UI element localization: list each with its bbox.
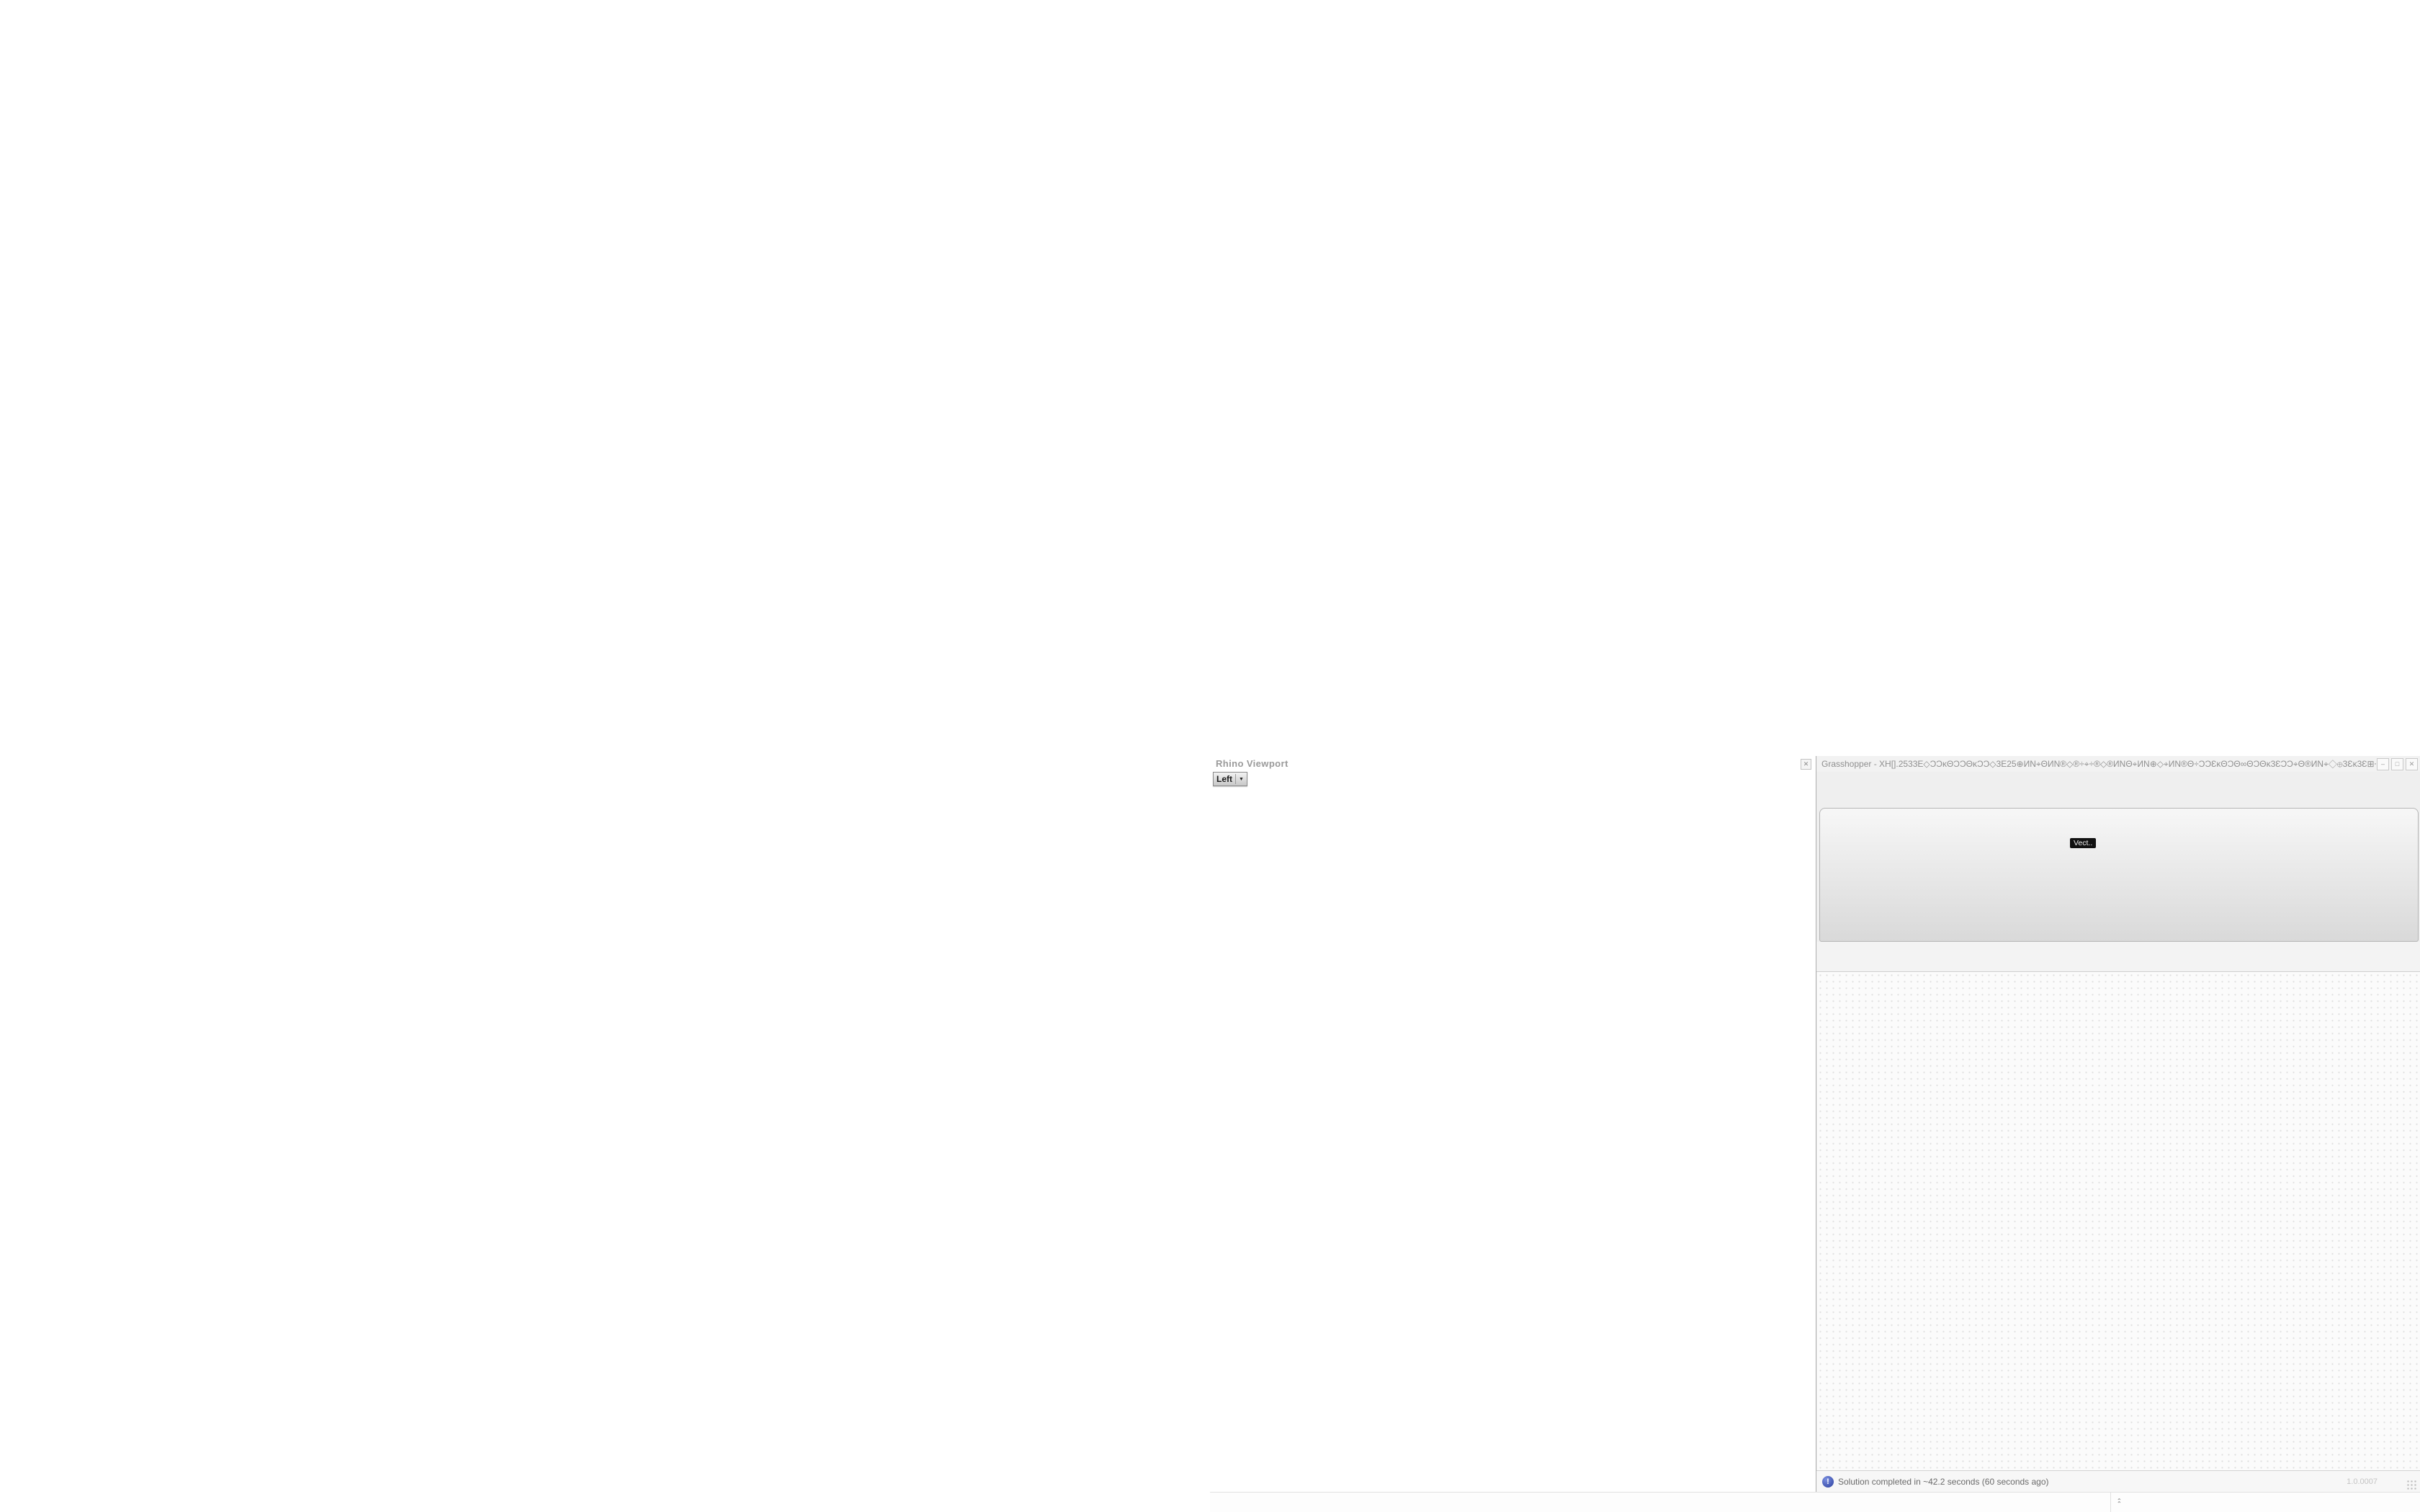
quadrant-top-left xyxy=(0,0,1210,756)
version-label: 1.0.0007 xyxy=(2347,1477,2378,1486)
solution-status-text: Solution completed in ~42.2 seconds (60 … xyxy=(1838,1477,2049,1487)
gh-title-bar[interactable]: Grasshopper - XH[].2533E◇ƆƆĸΘƆƆΘĸƆƆ◇3E25… xyxy=(1816,756,2420,772)
gh-window-title: Grasshopper - XH[].2533E◇ƆƆĸΘƆƆΘĸƆƆ◇3E25… xyxy=(1821,759,2376,769)
viewport-title: Rhino Viewport xyxy=(1216,758,1289,769)
maximize-button[interactable]: □ xyxy=(2391,758,2403,770)
taskbar: ⌃ ⌃ xyxy=(1210,1492,2420,1512)
rhino-viewport-window: Rhino Viewport ✕ Left ▼ xyxy=(1210,756,1816,1492)
viewport-tab-left[interactable]: Left ▼ xyxy=(1213,772,1247,786)
quadrant-bottom-left xyxy=(0,756,1210,1512)
grasshopper-window: Grasshopper - XH[].2533E◇ƆƆĸΘƆƆΘĸƆƆ◇3E25… xyxy=(1816,756,2420,1493)
component-ribbon xyxy=(1819,808,2419,942)
solution-info-icon: ! xyxy=(1822,1476,1834,1488)
wire-layer xyxy=(1817,972,2420,1470)
viewport-tab-label: Left xyxy=(1216,774,1236,784)
vector-panel-label: Vect.. xyxy=(2070,838,2097,848)
fractal-geometry-render xyxy=(1211,825,1814,1427)
quadrant-bottom-right: Rhino Viewport ✕ Left ▼ Grasshopper - XH… xyxy=(1210,756,2420,1512)
viewport-close-button[interactable]: ✕ xyxy=(1801,759,1811,770)
window-buttons: – □ ✕ xyxy=(2377,758,2418,770)
chevron-down-icon: ▼ xyxy=(1239,776,1244,782)
collapse-chevrons-icon[interactable]: ⌃ ⌃ xyxy=(2117,1498,2122,1507)
resize-grip[interactable] xyxy=(2406,1480,2416,1490)
node-canvas[interactable] xyxy=(1817,972,2420,1470)
system-stats-widget: ⌃ ⌃ xyxy=(2110,1493,2420,1512)
status-bar: ! Solution completed in ~42.2 seconds (6… xyxy=(1816,1470,2420,1493)
viewport-canvas[interactable] xyxy=(1210,788,1816,1492)
minimize-button[interactable]: – xyxy=(2377,758,2389,770)
close-button[interactable]: ✕ xyxy=(2406,758,2418,770)
canvas-toolbar xyxy=(1816,942,2420,972)
quadrant-top-right xyxy=(1210,0,2420,756)
